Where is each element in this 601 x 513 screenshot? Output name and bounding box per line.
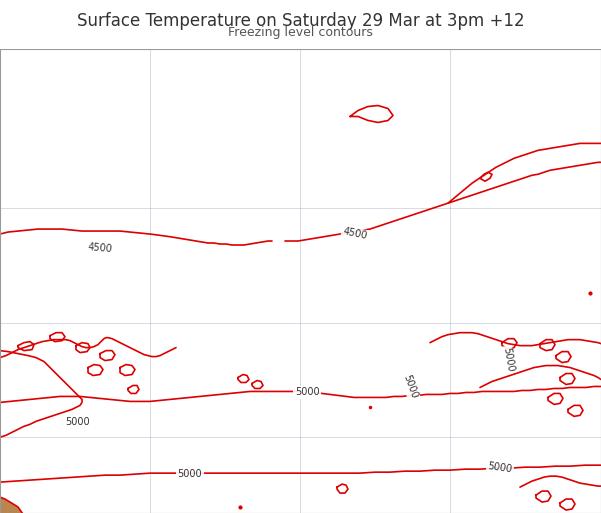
Text: 5000: 5000 — [401, 373, 419, 400]
Polygon shape — [0, 497, 35, 513]
Text: Freezing level contours: Freezing level contours — [228, 26, 373, 38]
Text: 5000: 5000 — [501, 347, 515, 372]
Text: 4500: 4500 — [87, 242, 113, 254]
Text: 4500: 4500 — [342, 227, 368, 242]
Text: 5000: 5000 — [294, 387, 319, 398]
Text: 5000: 5000 — [178, 469, 203, 479]
Text: Surface Temperature on Saturday 29 Mar at 3pm +12: Surface Temperature on Saturday 29 Mar a… — [77, 12, 524, 30]
Text: 5000: 5000 — [487, 462, 513, 475]
Text: 5000: 5000 — [66, 418, 90, 427]
